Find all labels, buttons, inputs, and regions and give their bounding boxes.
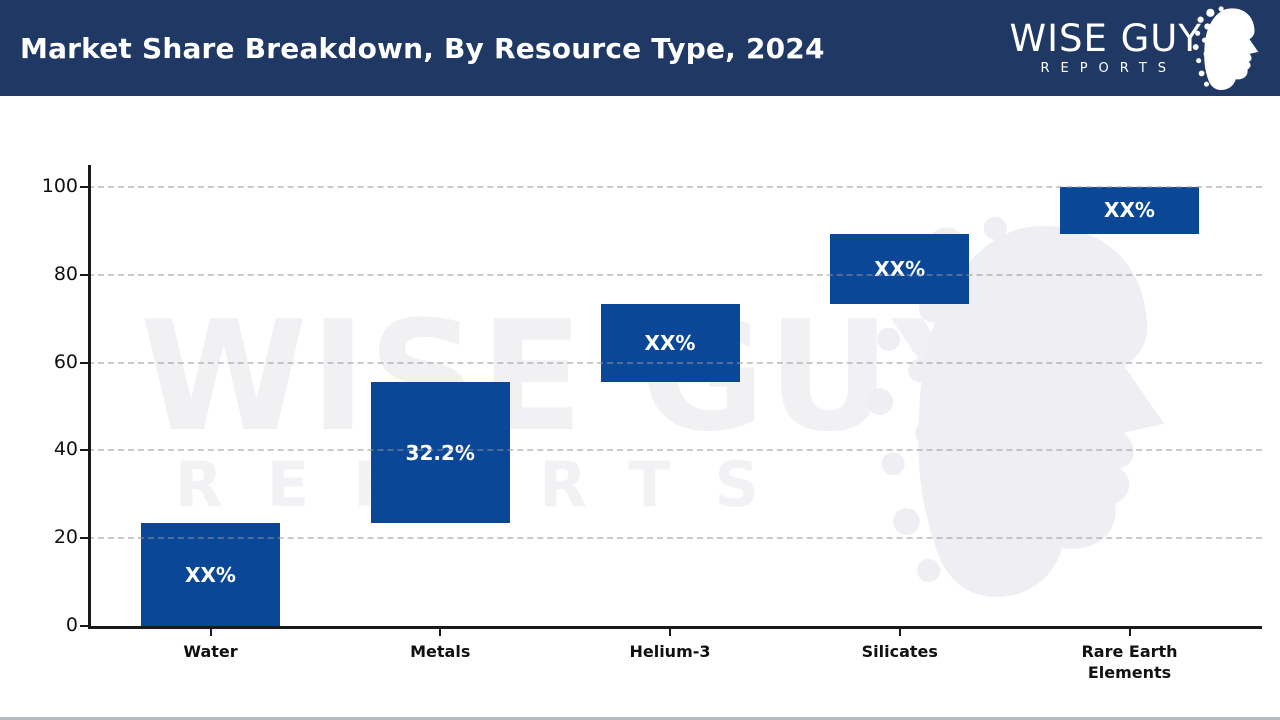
x-tick-mark-0 — [209, 628, 212, 636]
x-tick-label-1: Metals — [410, 642, 471, 661]
bottom-border — [0, 717, 1280, 720]
x-tick-label-3: Silicates — [861, 642, 938, 661]
x-tick-label-2: Helium-3 — [629, 642, 711, 661]
bar-helium-3: XX% — [600, 304, 740, 382]
chart-area: WISE GUY REPORTS 020406080100XX%Water32.… — [0, 96, 1280, 718]
x-tick-mark-2 — [669, 628, 671, 636]
header: Market Share Breakdown, By Resource Type… — [0, 0, 1280, 96]
y-axis-line — [88, 165, 91, 629]
bar-value-label: 32.2% — [405, 440, 475, 465]
gridline-20 — [88, 537, 1262, 540]
logo-wordmark: WISE GUY — [1009, 17, 1202, 61]
y-tick-mark-20 — [80, 537, 88, 540]
waterfall-chart: 0 20 40 60 80 100 XX% Water 32.2% Metals XX% Helium… — [0, 96, 1280, 718]
logo-face-icon — [1192, 6, 1259, 91]
bar-silicates: XX% — [830, 233, 970, 305]
y-tick-mark-40 — [80, 449, 88, 452]
logo-subtext: REPORTS — [1040, 60, 1178, 76]
bar-water: XX% — [141, 523, 280, 626]
gridline-100 — [88, 186, 1262, 188]
bar-metals: 32.2% — [370, 381, 510, 524]
logo-text: WISE GUY REPORTS — [1009, 17, 1202, 76]
y-tick-label-60: 60 — [53, 350, 78, 373]
watermark-face-icon — [866, 216, 1165, 598]
y-tick-label-40: 40 — [53, 438, 78, 461]
y-tick-mark-80 — [80, 273, 88, 276]
y-tick-mark-0 — [80, 625, 88, 627]
watermark-wordmark: WISE GUY — [140, 288, 1005, 465]
x-tick-label-0: Water — [183, 642, 238, 661]
x-tick-mark-4 — [1128, 628, 1131, 636]
y-tick-label-0: 0 — [65, 614, 78, 636]
bar-value-label: XX% — [644, 331, 696, 356]
bar-value-label: XX% — [1104, 198, 1155, 223]
x-tick-mark-3 — [898, 628, 901, 636]
bar-rare-earth-elements: XX% — [1060, 187, 1199, 234]
gridline-80 — [88, 273, 1262, 276]
x-axis-line — [88, 626, 1262, 629]
y-tick-label-100: 100 — [41, 175, 78, 197]
x-tick-mark-1 — [439, 628, 442, 636]
gridline-40 — [88, 449, 1262, 452]
x-tick-label-4: Rare Earth Elements — [1081, 642, 1178, 682]
bar-value-label: XX% — [185, 562, 236, 587]
page-title: Market Share Breakdown, By Resource Type… — [20, 31, 825, 65]
y-tick-mark-60 — [80, 361, 88, 364]
y-tick-label-20: 20 — [53, 526, 78, 549]
y-tick-mark-100 — [80, 186, 88, 188]
wiseguy-logo: WISE GUY REPORTS — [1010, 5, 1266, 91]
y-tick-label-80: 80 — [53, 262, 78, 285]
gridline-60 — [88, 361, 1262, 364]
bar-value-label: XX% — [874, 256, 926, 281]
